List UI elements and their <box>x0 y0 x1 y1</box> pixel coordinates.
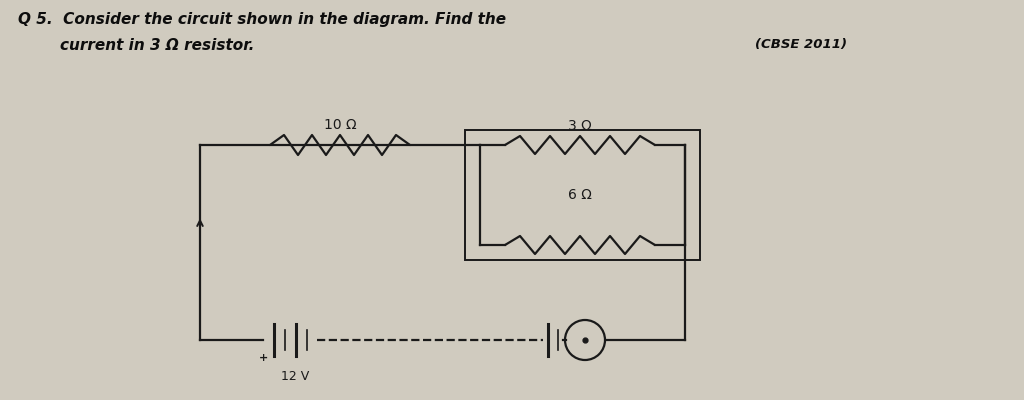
Text: 12 V: 12 V <box>281 370 309 383</box>
Text: 10 Ω: 10 Ω <box>324 118 356 132</box>
Circle shape <box>565 320 605 360</box>
Text: (CBSE 2011): (CBSE 2011) <box>755 38 847 51</box>
Text: 6 Ω: 6 Ω <box>568 188 592 202</box>
Text: 3 Ω: 3 Ω <box>568 119 592 133</box>
Bar <box>465 130 700 260</box>
Text: Q 5.  Consider the circuit shown in the diagram. Find the: Q 5. Consider the circuit shown in the d… <box>18 12 506 27</box>
Text: current in 3 Ω resistor.: current in 3 Ω resistor. <box>18 38 254 53</box>
Text: +: + <box>259 353 268 363</box>
